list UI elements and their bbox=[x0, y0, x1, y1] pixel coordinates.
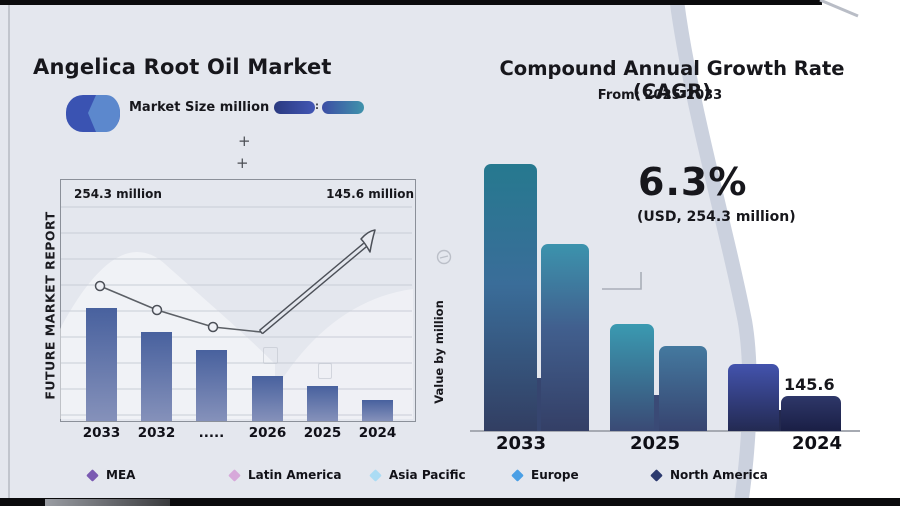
legend-item-mea: MEA bbox=[86, 468, 136, 482]
bar-data-label: 145.6 bbox=[784, 375, 835, 394]
gridlines bbox=[61, 206, 412, 416]
document-watermark-icon-1 bbox=[263, 347, 278, 364]
swoosh-white-area bbox=[684, 0, 900, 506]
legend-item-latin-america: Latin America bbox=[228, 468, 342, 482]
bar-2024 bbox=[362, 400, 393, 421]
step-bracket-line bbox=[602, 272, 642, 290]
legend-item-label: Asia Pacific bbox=[389, 468, 466, 482]
corner-wedge-line bbox=[819, 0, 859, 18]
cylinder-icon bbox=[66, 95, 120, 132]
plus-mark-2: + bbox=[236, 154, 249, 172]
x-label-2033: 2033 bbox=[495, 433, 547, 454]
legend-item-north-america: North America bbox=[650, 468, 768, 482]
cagr-subtitle: From: 2025-2033 bbox=[597, 88, 723, 103]
legend-item-asia-pacific: Asia Pacific bbox=[369, 468, 466, 482]
bar-2025-s1 bbox=[610, 324, 654, 431]
x-label-.....: ..... bbox=[198, 425, 225, 441]
bar-2033-s1 bbox=[484, 164, 537, 431]
left-chart-frame bbox=[60, 179, 416, 422]
plus-mark-1: + bbox=[238, 132, 251, 150]
annotation-end-value: 145.6 million bbox=[326, 187, 414, 201]
bar-..... bbox=[196, 350, 227, 421]
bar-2026 bbox=[252, 376, 283, 421]
legend-item-europe: Europe bbox=[511, 468, 579, 482]
growth-arrow-icon bbox=[259, 229, 376, 335]
decor-pill-1 bbox=[274, 101, 315, 114]
bar-2033-s2 bbox=[541, 244, 589, 431]
cagr-title: Compound Annual Growth Rate (CAGR) bbox=[499, 57, 845, 103]
legend-diamond-icon bbox=[228, 468, 241, 482]
bar-2025 bbox=[307, 386, 338, 421]
legend-item-label: MEA bbox=[106, 468, 136, 482]
legend-item-label: Europe bbox=[531, 468, 579, 482]
bar-joiner-2024 bbox=[779, 410, 781, 431]
pill-separator: : bbox=[315, 101, 319, 112]
cagr-note: (USD, 254.3 million) bbox=[637, 209, 796, 225]
decor-pill-2 bbox=[322, 101, 364, 114]
legend-diamond-icon bbox=[86, 468, 99, 482]
bar-2032 bbox=[141, 332, 172, 421]
circle-watermark-icon bbox=[436, 249, 452, 265]
legend-diamond-icon bbox=[511, 468, 524, 482]
bar-2024-s2 bbox=[781, 396, 841, 431]
side-watermark-label: FUTURE MARKET REPORT bbox=[42, 211, 58, 400]
annotation-start-value: 254.3 million bbox=[74, 187, 162, 201]
cagr-value: 6.3% bbox=[638, 160, 748, 204]
x-label-2025: 2025 bbox=[303, 425, 342, 441]
page-title: Angelica Root Oil Market bbox=[33, 55, 332, 79]
legend-item-label: Latin America bbox=[248, 468, 342, 482]
cylinder-cap bbox=[88, 95, 120, 132]
legend-diamond-icon bbox=[650, 468, 663, 482]
bar-2025-s2 bbox=[659, 346, 707, 431]
legend-diamond-icon bbox=[369, 468, 382, 482]
x-label-2024: 2024 bbox=[791, 433, 843, 454]
document-watermark-icon-2 bbox=[318, 363, 332, 379]
x-label-2032: 2032 bbox=[137, 425, 176, 441]
x-label-2026: 2026 bbox=[248, 425, 287, 441]
trend-line-series bbox=[94, 280, 262, 333]
x-label-2033: 2033 bbox=[82, 425, 121, 441]
top-frame-bar bbox=[0, 0, 822, 5]
bar-joiner-2025 bbox=[654, 395, 659, 431]
right-chart-axis bbox=[470, 430, 860, 432]
x-label-2024: 2024 bbox=[358, 425, 397, 441]
bottom-frame-bar bbox=[0, 498, 900, 506]
x-label-2025: 2025 bbox=[629, 433, 681, 454]
value-axis-label: Value by million bbox=[432, 300, 446, 404]
bar-2024-s1 bbox=[728, 364, 779, 431]
market-size-label: Market Size million bbox=[129, 100, 270, 115]
bar-joiner-2033 bbox=[537, 378, 541, 431]
bottom-frame-gradient bbox=[45, 499, 170, 506]
legend-item-label: North America bbox=[670, 468, 768, 482]
bar-2033 bbox=[86, 308, 117, 421]
left-frame-line bbox=[8, 5, 10, 498]
